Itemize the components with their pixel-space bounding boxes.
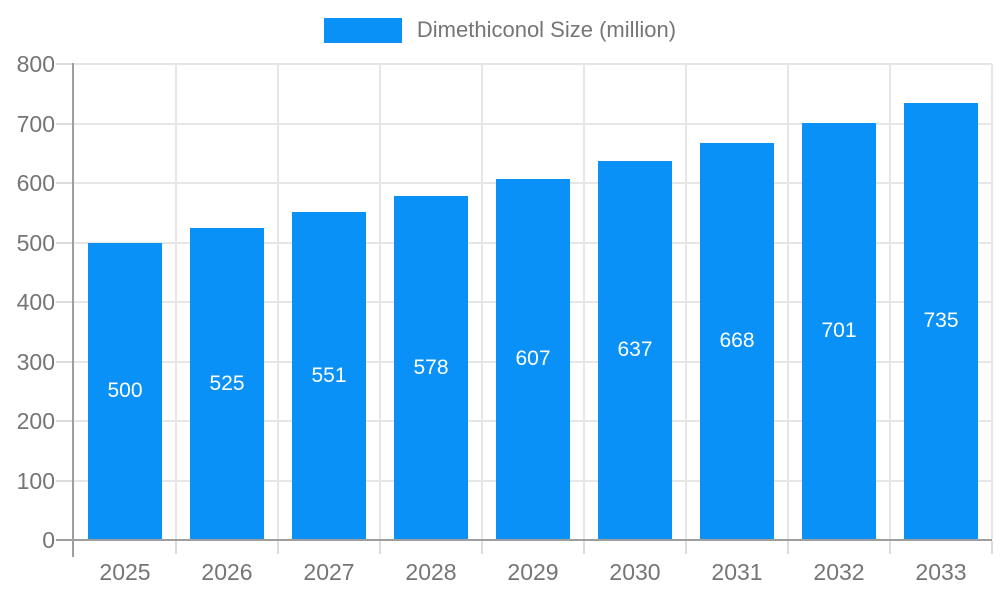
bar-value-label-2026: 525 <box>209 371 245 395</box>
y-tick-100 <box>56 479 74 482</box>
gridline-x-5 <box>583 64 585 540</box>
y-tick-600 <box>56 182 74 184</box>
bar-value-label-2032: 701 <box>821 319 857 343</box>
gridline-x-1 <box>175 64 177 540</box>
x-axis <box>56 539 992 541</box>
gridline-x-4 <box>481 64 483 540</box>
x-axis-label-2028: 2028 <box>405 559 457 585</box>
bar-2025[interactable] <box>88 242 162 540</box>
x-tick-8 <box>889 541 891 554</box>
gridline-x-3 <box>379 64 381 540</box>
x-tick-2 <box>277 541 279 554</box>
gridline-x-2 <box>277 64 279 540</box>
x-axis-label-2026: 2026 <box>201 559 253 585</box>
x-axis-label-2031: 2031 <box>711 559 763 585</box>
x-tick-1 <box>175 541 177 554</box>
y-axis-label: 300 <box>16 348 55 375</box>
y-tick-700 <box>56 122 74 125</box>
x-axis-label-2029: 2029 <box>507 559 559 585</box>
x-axis-label-2032: 2032 <box>813 559 865 585</box>
x-axis-label-2025: 2025 <box>99 559 151 585</box>
y-axis-label: 800 <box>16 51 55 77</box>
bar-2029[interactable] <box>496 178 570 540</box>
y-tick-500 <box>56 241 74 244</box>
legend[interactable]: Dimethiconol Size (million) <box>0 15 1000 45</box>
bar-2030[interactable] <box>598 160 672 540</box>
x-axis-label-2030: 2030 <box>609 559 661 585</box>
y-axis-label: 500 <box>16 229 55 256</box>
y-tick-400 <box>56 301 74 303</box>
gridline-y-700 <box>74 122 992 125</box>
bar-value-label-2030: 637 <box>617 338 653 362</box>
bar-value-label-2025: 500 <box>107 379 143 403</box>
bar-2028[interactable] <box>394 196 468 540</box>
x-tick-6 <box>685 541 687 554</box>
bar-value-label-2028: 578 <box>413 356 449 380</box>
y-axis <box>72 63 74 557</box>
gridline-x-6 <box>685 64 687 540</box>
x-tick-5 <box>583 541 585 554</box>
bar-value-label-2031: 668 <box>719 329 755 353</box>
y-axis-label: 700 <box>16 110 55 137</box>
y-axis-label: 600 <box>16 170 55 196</box>
bar-2026[interactable] <box>190 227 264 540</box>
y-axis-label: 200 <box>16 408 55 434</box>
legend-label: Dimethiconol Size (million) <box>416 17 677 42</box>
bar-2027[interactable] <box>292 212 366 540</box>
gridline-x-7 <box>787 64 789 540</box>
bar-value-label-2027: 551 <box>311 364 347 388</box>
bar-2033[interactable] <box>904 102 978 540</box>
x-axis-label-2027: 2027 <box>303 559 355 585</box>
gridline-y-800 <box>74 63 992 65</box>
y-tick-200 <box>56 420 74 422</box>
x-tick-4 <box>481 541 483 554</box>
y-axis-label: 0 <box>42 527 55 553</box>
x-tick-7 <box>787 541 789 554</box>
legend-swatch-icon <box>323 17 402 43</box>
x-axis-label-2033: 2033 <box>915 559 967 585</box>
bar-2031[interactable] <box>700 142 774 540</box>
gridline-x-8 <box>889 64 891 540</box>
x-tick-9 <box>991 541 993 554</box>
x-tick-3 <box>379 541 381 554</box>
bar-value-label-2033: 735 <box>923 309 959 333</box>
bar-2032[interactable] <box>802 122 876 540</box>
y-tick-800 <box>56 63 74 65</box>
gridline-x-9 <box>991 64 993 540</box>
y-axis-label: 100 <box>16 467 55 494</box>
bar-value-label-2029: 607 <box>515 347 551 371</box>
y-tick-300 <box>56 360 74 363</box>
y-axis-label: 400 <box>16 289 55 315</box>
